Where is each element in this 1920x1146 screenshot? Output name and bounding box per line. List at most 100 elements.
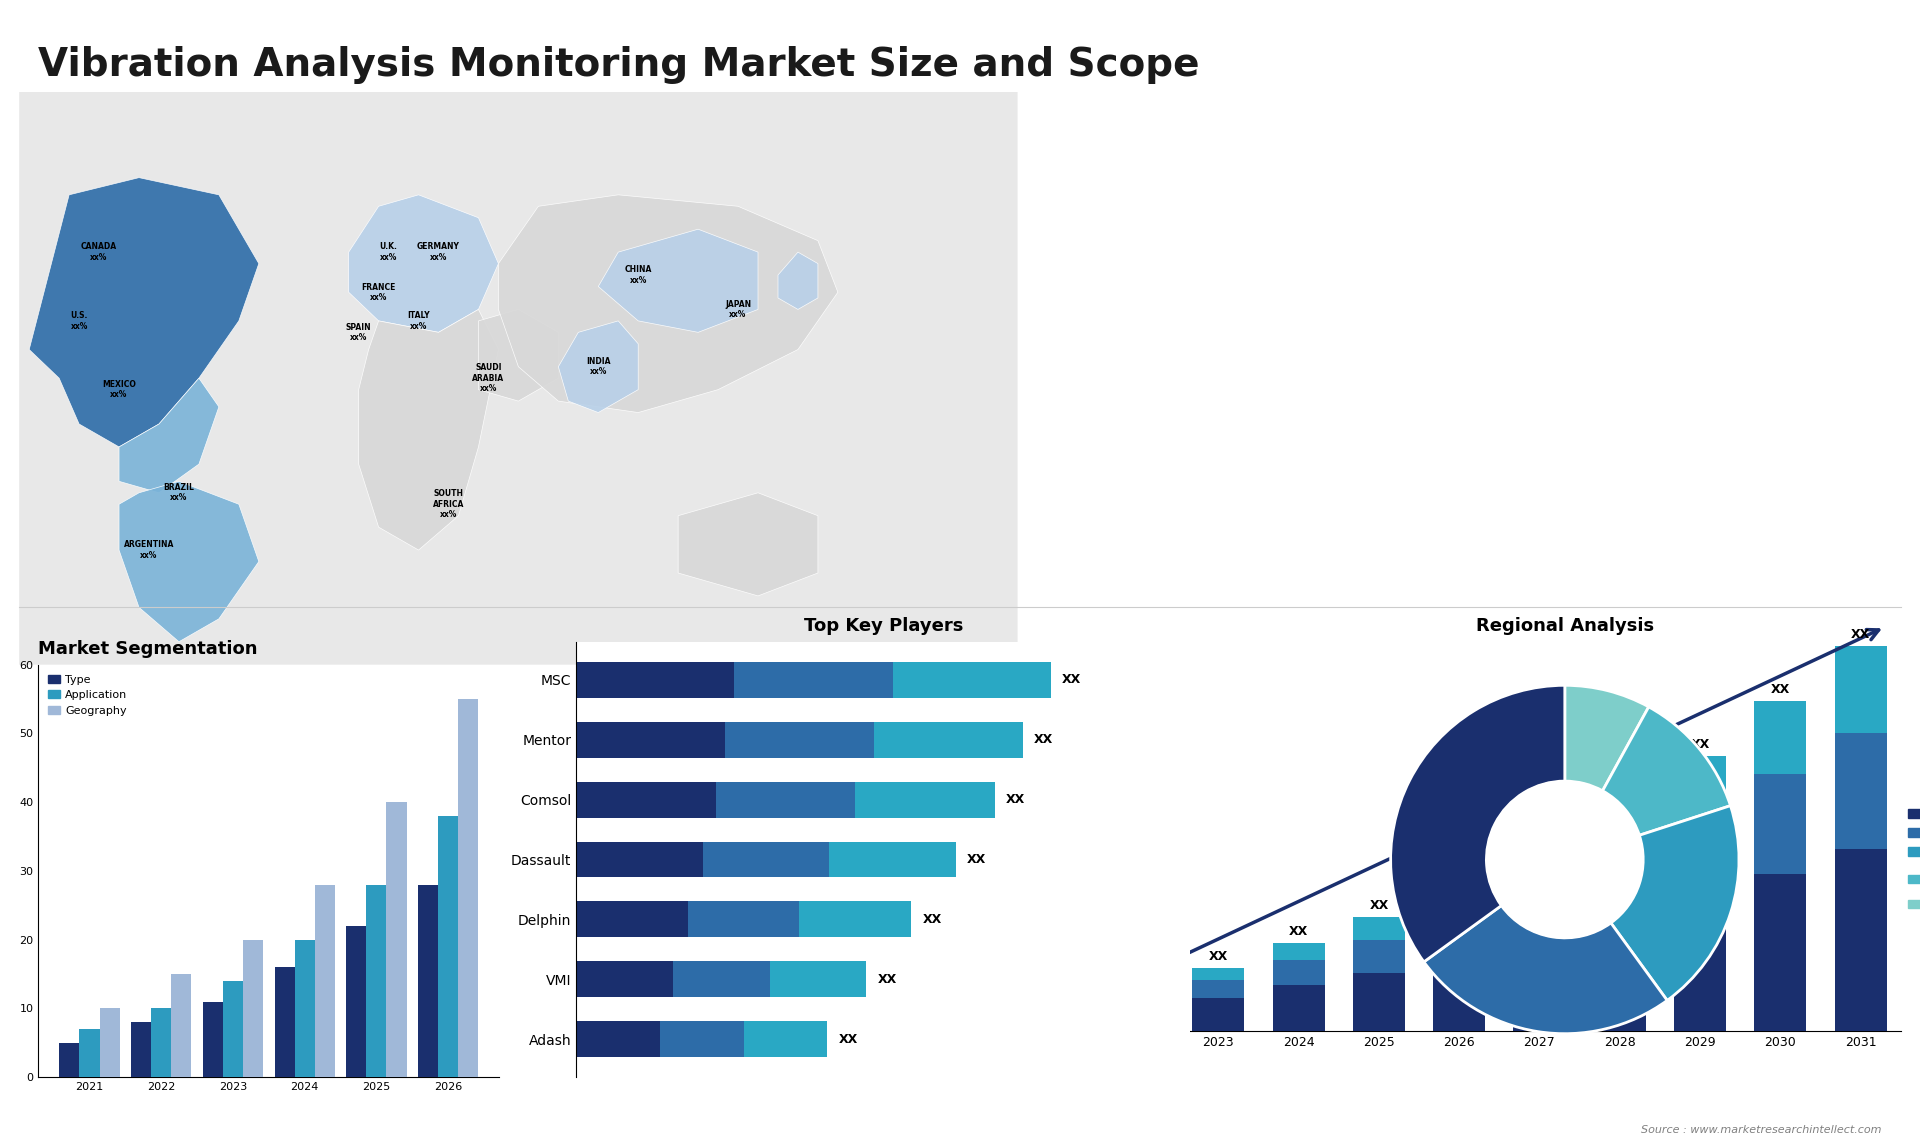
Polygon shape [599, 229, 758, 332]
FancyBboxPatch shape [19, 92, 1018, 665]
Bar [829, 841, 956, 878]
Title: Regional Analysis: Regional Analysis [1476, 617, 1653, 635]
Bar [799, 902, 912, 937]
Text: XX: XX [1530, 831, 1549, 843]
Bar [244, 940, 263, 1077]
Wedge shape [1390, 685, 1565, 961]
Circle shape [1486, 782, 1644, 937]
Text: XX: XX [1450, 868, 1469, 880]
Polygon shape [359, 309, 499, 550]
Bar [1755, 701, 1807, 775]
Text: XX: XX [1690, 738, 1709, 751]
Polygon shape [559, 321, 637, 413]
Wedge shape [1611, 806, 1740, 1000]
Bar [100, 1008, 119, 1077]
Bar [1513, 849, 1565, 887]
Bar [1031, 1002, 1085, 1006]
Bar [703, 841, 829, 878]
Bar [672, 961, 770, 997]
Bar [1594, 804, 1645, 853]
Text: XX: XX [1048, 983, 1068, 997]
Bar [79, 1029, 100, 1077]
Polygon shape [678, 493, 818, 596]
Polygon shape [119, 481, 259, 642]
Text: INDIA
xx%: INDIA xx% [586, 358, 611, 376]
Text: XX: XX [1035, 733, 1054, 746]
Bar [204, 1002, 223, 1077]
Polygon shape [499, 195, 837, 413]
Bar [874, 722, 1023, 758]
Bar [1594, 853, 1645, 919]
Bar [171, 974, 192, 1077]
Text: FRANCE
xx%: FRANCE xx% [361, 283, 396, 301]
Bar [1432, 886, 1486, 916]
Bar [1513, 887, 1565, 940]
Wedge shape [1565, 685, 1649, 791]
Bar [367, 885, 386, 1077]
Text: XX: XX [1288, 926, 1308, 939]
Bar [1432, 916, 1486, 957]
Bar [1674, 898, 1726, 1031]
Polygon shape [119, 378, 219, 493]
Text: SPAIN
xx%: SPAIN xx% [346, 323, 371, 342]
Bar [893, 661, 1050, 698]
Polygon shape [349, 195, 499, 332]
Bar [576, 902, 687, 937]
Text: Vibration Analysis Monitoring Market Size and Scope: Vibration Analysis Monitoring Market Siz… [38, 46, 1200, 84]
Bar [1834, 849, 1887, 1031]
Text: XX: XX [1062, 673, 1081, 686]
Text: XX: XX [1006, 793, 1025, 806]
Bar [1112, 1006, 1164, 1031]
Bar [1273, 984, 1325, 1031]
Bar [1834, 732, 1887, 849]
Bar [438, 816, 459, 1077]
Legend: North America, Europe, Asia Pacific, Middle East &
Africa, Latin America: North America, Europe, Asia Pacific, Mid… [1903, 803, 1920, 916]
Bar [223, 981, 244, 1077]
Bar [1354, 917, 1405, 940]
Bar [1031, 1006, 1085, 1015]
Bar [1031, 1015, 1085, 1031]
Legend: Type, Application, Geography: Type, Application, Geography [44, 670, 132, 720]
Bar [576, 841, 703, 878]
Bar [1192, 998, 1244, 1031]
Bar [1192, 980, 1244, 998]
Bar [60, 1043, 79, 1077]
Bar [660, 1021, 743, 1058]
Polygon shape [778, 252, 818, 309]
Text: ITALY
xx%: ITALY xx% [407, 312, 430, 330]
Text: U.S.
xx%: U.S. xx% [71, 312, 88, 330]
Text: Source : www.marketresearchintellect.com: Source : www.marketresearchintellect.com [1642, 1124, 1882, 1135]
Text: ARGENTINA
xx%: ARGENTINA xx% [123, 541, 175, 559]
Title: Top Key Players: Top Key Players [803, 617, 964, 635]
Bar [733, 661, 893, 698]
Bar [576, 722, 726, 758]
Text: XX: XX [877, 973, 897, 986]
Text: XX: XX [922, 913, 941, 926]
Text: XX: XX [1851, 628, 1870, 642]
Text: CHINA
xx%: CHINA xx% [624, 266, 653, 284]
Bar [1112, 984, 1164, 994]
Bar [1834, 646, 1887, 732]
Bar [131, 1022, 152, 1077]
Text: MEXICO
xx%: MEXICO xx% [102, 380, 136, 399]
Bar [315, 885, 334, 1077]
Bar [576, 661, 733, 698]
Bar [459, 699, 478, 1077]
Text: XX: XX [968, 853, 987, 866]
Text: U.K.
xx%: U.K. xx% [380, 243, 397, 261]
Bar [770, 961, 866, 997]
Text: SOUTH
AFRICA
xx%: SOUTH AFRICA xx% [432, 489, 465, 519]
Bar [1674, 756, 1726, 816]
Bar [152, 1008, 171, 1077]
Text: Market Segmentation: Market Segmentation [38, 639, 257, 658]
Bar [576, 961, 672, 997]
Text: XX: XX [1770, 683, 1789, 696]
Bar [854, 782, 995, 817]
Text: BRAZIL
xx%: BRAZIL xx% [163, 484, 194, 502]
Text: SAUDI
ARABIA
xx%: SAUDI ARABIA xx% [472, 363, 505, 393]
Bar [1273, 943, 1325, 960]
Polygon shape [478, 309, 559, 401]
Bar [419, 885, 438, 1077]
Text: XX: XX [839, 1033, 858, 1046]
Bar [743, 1021, 828, 1058]
